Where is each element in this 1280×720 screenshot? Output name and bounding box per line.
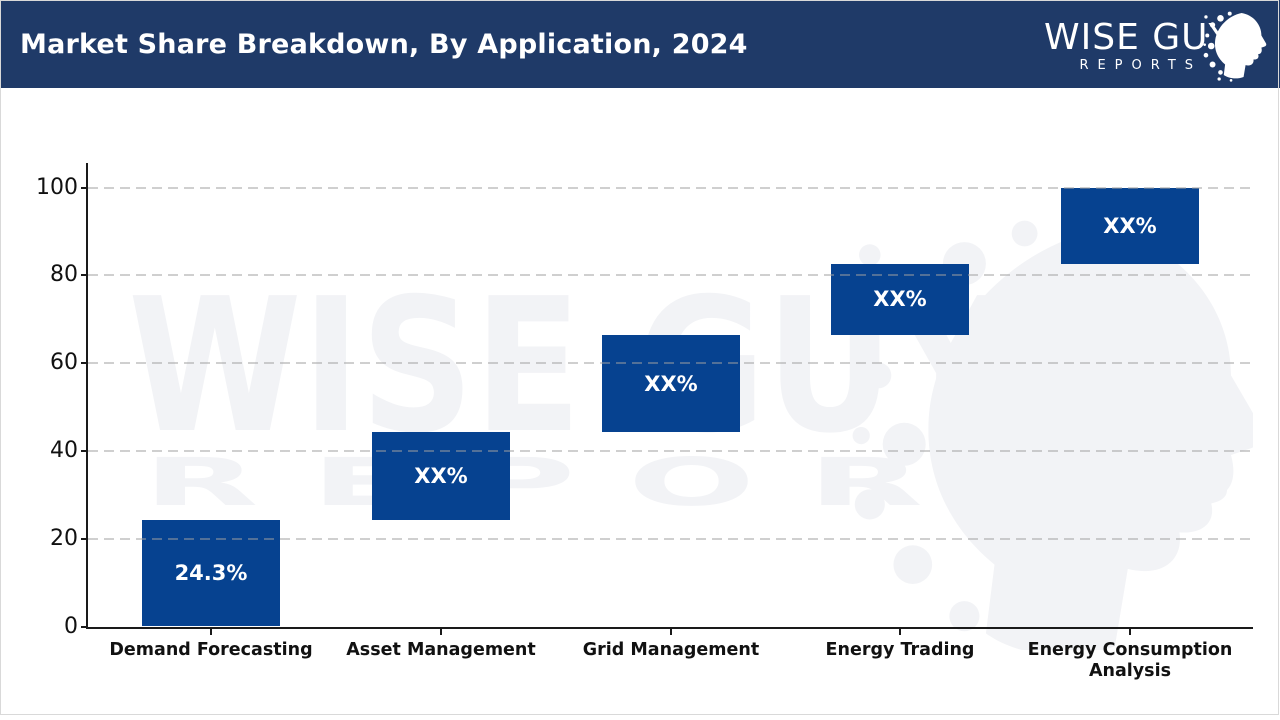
x-tick-demand-forecasting bbox=[210, 628, 212, 635]
bar-value-label-demand-forecasting: 24.3% bbox=[174, 561, 248, 586]
y-tick-60 bbox=[81, 362, 88, 365]
logo-text: WISE GUY REPORTS bbox=[1044, 17, 1232, 74]
bar-value-label-asset-management: XX% bbox=[414, 464, 468, 489]
logo-wordmark: WISE GUY bbox=[1044, 17, 1232, 58]
logo-head-icon bbox=[1203, 11, 1267, 82]
y-axis-label-60: 60 bbox=[50, 350, 78, 376]
chart-title: Market Share Breakdown, By Application, … bbox=[20, 28, 748, 60]
x-axis-line bbox=[86, 626, 1253, 629]
y-axis-line bbox=[86, 163, 88, 629]
gridline-80 bbox=[88, 274, 1253, 277]
gridline-60 bbox=[88, 362, 1253, 365]
y-axis-label-20: 20 bbox=[50, 525, 78, 551]
y-tick-100 bbox=[81, 186, 88, 189]
bar-asset-management: XX% bbox=[372, 432, 510, 520]
bar-value-label-energy-trading: XX% bbox=[873, 287, 927, 312]
x-axis-label-energy-consumption-analysis: Energy Consumption Analysis bbox=[1027, 640, 1233, 681]
x-axis-label-demand-forecasting: Demand Forecasting bbox=[109, 640, 313, 660]
bar-energy-consumption-analysis: XX% bbox=[1061, 187, 1199, 265]
y-axis-label-80: 80 bbox=[50, 262, 78, 288]
gridline-20 bbox=[88, 537, 1253, 540]
wise-guy-logo: WISE GUY REPORTS bbox=[1008, 6, 1268, 84]
bar-value-label-energy-consumption-analysis: XX% bbox=[1103, 213, 1157, 238]
gridline-40 bbox=[88, 449, 1253, 452]
bar-demand-forecasting: 24.3% bbox=[142, 519, 280, 627]
x-tick-grid-management bbox=[670, 628, 672, 635]
y-axis-label-0: 0 bbox=[64, 613, 78, 639]
x-tick-energy-consumption-analysis bbox=[1129, 628, 1131, 635]
bar-value-label-grid-management: XX% bbox=[644, 371, 698, 396]
chart-area: WISE GUY R E P O R T S 0 20 40 60 80 100 24.3%… bbox=[0, 88, 1280, 720]
x-tick-asset-management bbox=[440, 628, 442, 635]
logo-subtitle: REPORTS bbox=[1079, 58, 1203, 73]
x-tick-energy-trading bbox=[899, 628, 901, 635]
x-axis-label-energy-trading: Energy Trading bbox=[825, 640, 975, 660]
bar-grid-management: XX% bbox=[602, 334, 740, 433]
y-axis-label-40: 40 bbox=[50, 437, 78, 463]
x-axis-label-asset-management: Asset Management bbox=[346, 640, 536, 660]
y-axis-label-100: 100 bbox=[36, 174, 78, 200]
x-axis-label-grid-management: Grid Management bbox=[582, 640, 760, 660]
gridline-100 bbox=[88, 186, 1253, 189]
y-tick-80 bbox=[81, 274, 88, 277]
header-band: Market Share Breakdown, By Application, … bbox=[0, 0, 1280, 88]
y-tick-40 bbox=[81, 449, 88, 452]
y-tick-0 bbox=[81, 625, 88, 628]
y-tick-20 bbox=[81, 537, 88, 540]
